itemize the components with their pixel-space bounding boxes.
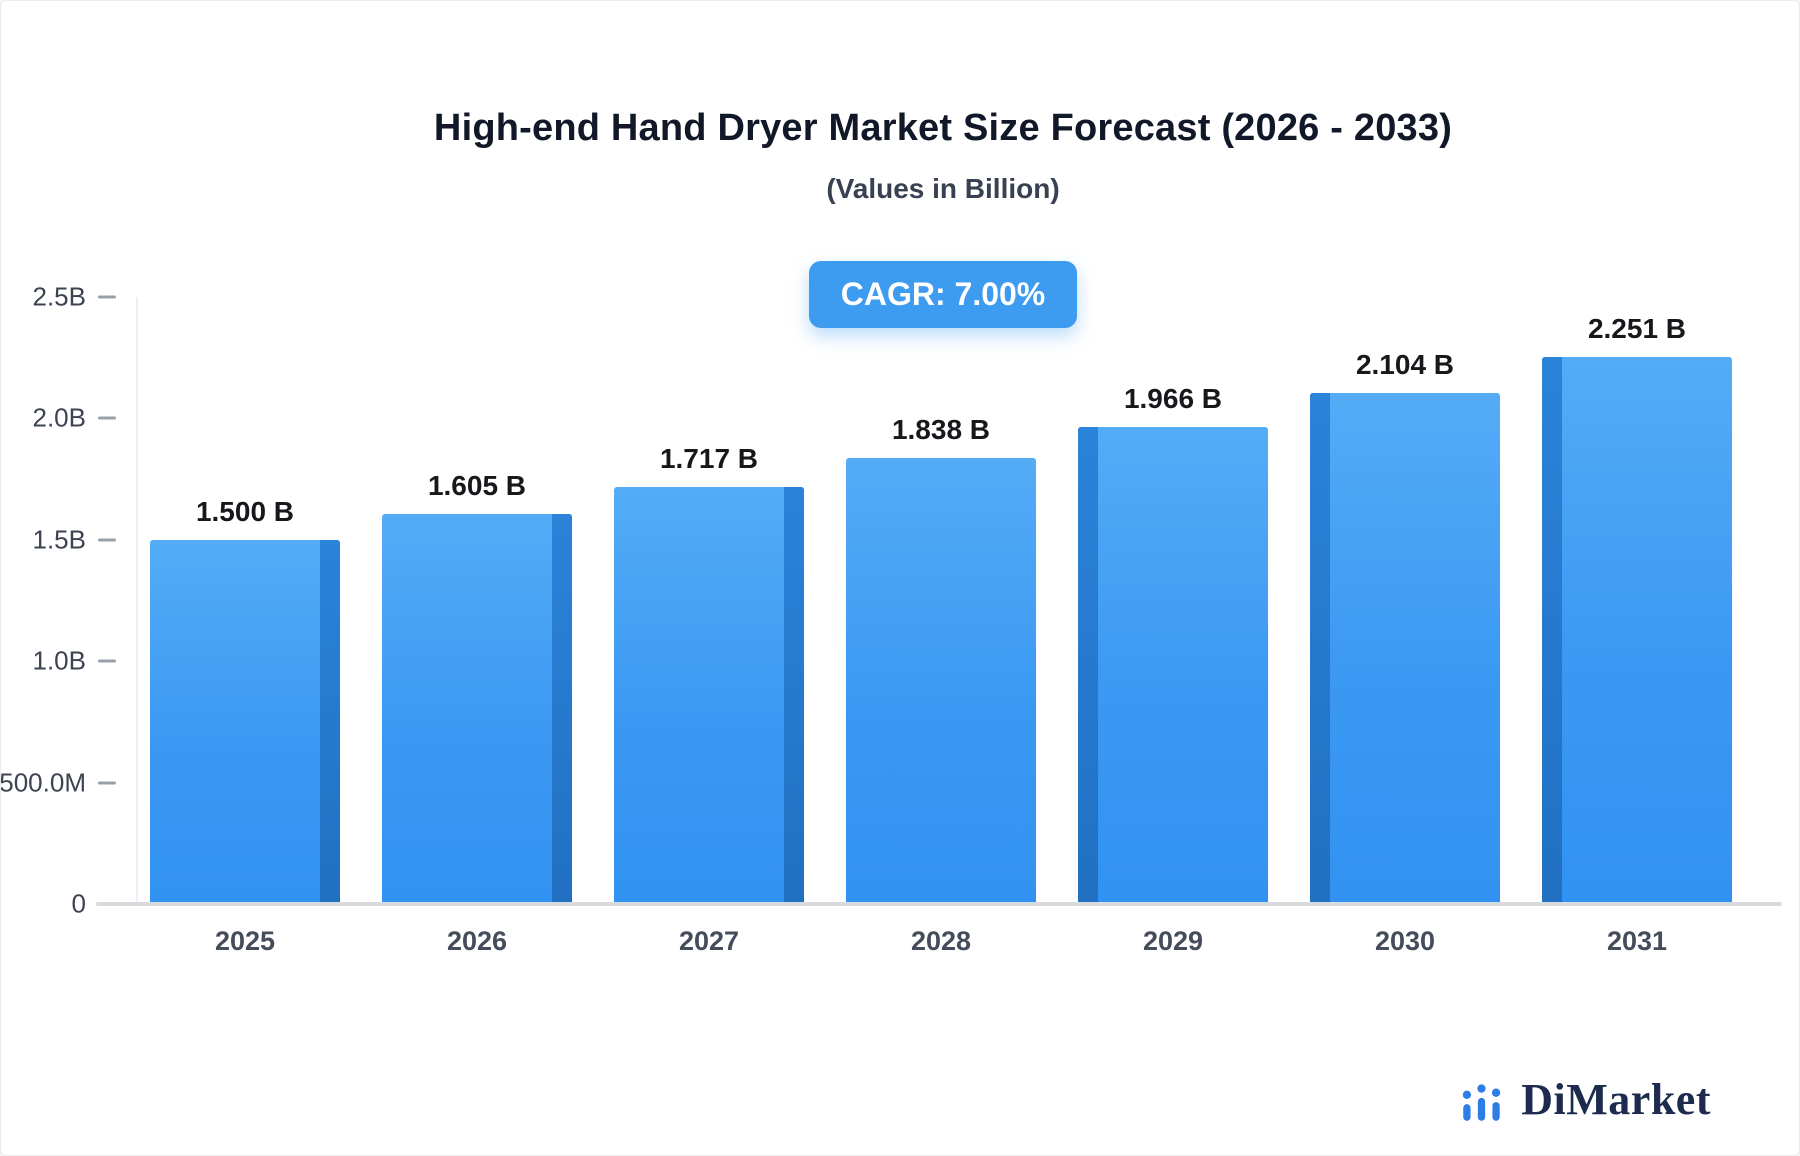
- bar-value-label: 1.838 B: [891, 413, 991, 445]
- chart-header: High-end Hand Dryer Market Size Forecast…: [1, 1, 1799, 328]
- bar: [614, 487, 804, 904]
- y-tick: 1.0B: [32, 645, 116, 677]
- y-tick: 500.0M: [0, 767, 116, 798]
- x-tick-label: 2025: [214, 926, 276, 956]
- bar: [1310, 393, 1500, 904]
- bar-value-label: 2.104 B: [1355, 349, 1455, 381]
- bar-value-label: 1.500 B: [195, 495, 295, 527]
- y-tick-mark: [98, 416, 116, 420]
- y-tick: 2.5B: [32, 281, 116, 313]
- bar-value-label: 1.605 B: [427, 470, 527, 502]
- bar-value-label: 1.717 B: [659, 443, 759, 475]
- x-tick-label: 2026: [446, 926, 508, 956]
- x-axis-labels: 2025 2026 2027 2028 2029 2030 2031: [136, 926, 1782, 957]
- y-tick-label: 1.5B: [32, 524, 87, 555]
- logo-text: DiMarket: [1521, 1075, 1711, 1124]
- bar: [846, 457, 1036, 904]
- x-tick-label: 2029: [1142, 926, 1204, 956]
- y-tick-label: 1.0B: [32, 645, 87, 676]
- y-tick-label: 2.0B: [32, 402, 87, 433]
- bar-column: 1.717 B: [614, 297, 804, 904]
- bar: [1078, 426, 1268, 905]
- y-tick-mark: [98, 659, 116, 663]
- cagr-badge: CAGR: 7.00%: [808, 260, 1078, 328]
- x-tick-label: 2028: [910, 926, 972, 956]
- dimarket-logo: DiMarket: [1457, 1074, 1711, 1125]
- chart-subtitle: (Values in Billion): [826, 172, 1060, 204]
- chart-title: High-end Hand Dryer Market Size Forecast…: [433, 107, 1453, 149]
- bar-column: 1.966 B: [1078, 297, 1268, 905]
- x-tick-label: 2027: [678, 926, 740, 956]
- bar: [150, 539, 340, 905]
- x-axis-line: [96, 902, 1782, 906]
- y-tick: 1.5B: [32, 524, 116, 555]
- y-tick-mark: [98, 295, 116, 299]
- bar-column: 1.605 B: [382, 297, 572, 904]
- y-axis-line: [136, 297, 138, 904]
- y-tick-mark: [98, 538, 116, 542]
- bar-column: 1.838 B: [846, 297, 1036, 904]
- bar-column: 2.251 B: [1542, 297, 1732, 904]
- bar-chart-icon: [1463, 1083, 1501, 1121]
- bars-container: 1.500 B 1.605 B 1.717 B 1.838 B 1.966 B 2.104…: [136, 297, 1782, 905]
- bar: [382, 514, 572, 904]
- badge-row: CAGR: 7.00%: [87, 260, 1799, 328]
- y-tick-label: 2.5B: [32, 281, 87, 312]
- bar-value-label: 1.966 B: [1123, 382, 1223, 414]
- bar-column: 2.104 B: [1310, 297, 1500, 904]
- y-tick-label: 500.0M: [0, 767, 86, 798]
- y-tick-mark: [98, 781, 116, 785]
- y-tick-label: 0: [71, 888, 86, 919]
- x-tick-label: 2031: [1606, 926, 1668, 956]
- bar-column: 1.500 B: [150, 297, 340, 905]
- plot-area: 0 500.0M 1.0B 1.5B 2.0B 2.5B 1.500 B 1.605 B 1.…: [1, 282, 1782, 956]
- bar: [1542, 357, 1732, 904]
- x-tick-label: 2030: [1374, 926, 1436, 956]
- bar-value-label: 2.251 B: [1587, 313, 1687, 345]
- y-tick: 2.0B: [32, 402, 116, 434]
